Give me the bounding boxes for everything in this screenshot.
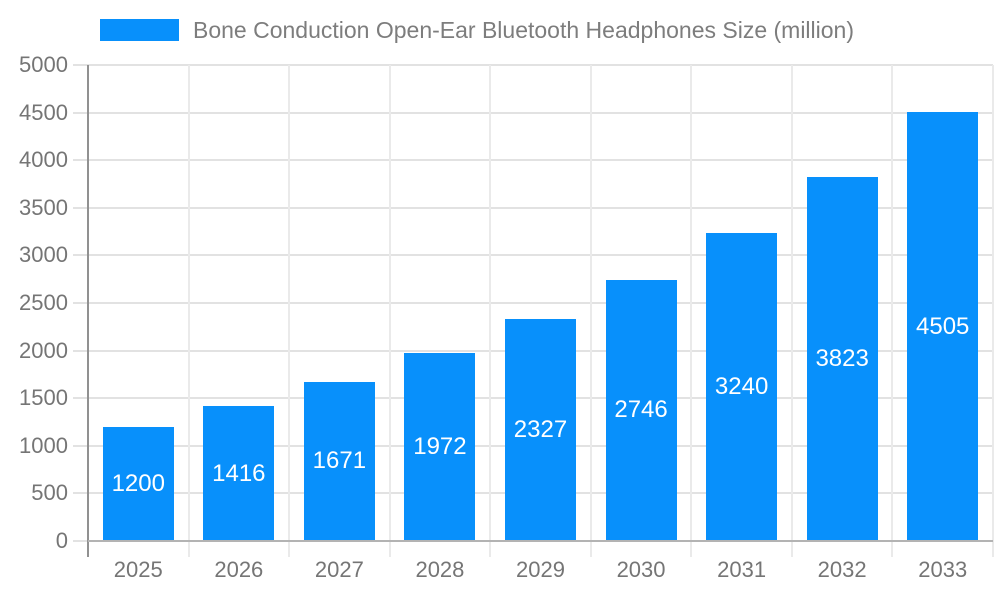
category-boundary-gridline bbox=[489, 65, 492, 557]
bar-2027: 1671 bbox=[303, 381, 375, 541]
bar-value-label: 1671 bbox=[312, 447, 367, 475]
y-gridline bbox=[88, 64, 993, 66]
x-tick-label: 2025 bbox=[113, 557, 163, 582]
category-boundary-gridline bbox=[992, 65, 994, 557]
y-axis-line bbox=[87, 65, 89, 557]
bar-2032: 3823 bbox=[806, 177, 878, 541]
bar-value-label: 2327 bbox=[513, 416, 568, 444]
y-axis-tick bbox=[73, 64, 88, 66]
y-tick-label: 2000 bbox=[19, 337, 68, 363]
y-gridline bbox=[88, 159, 993, 162]
y-axis-tick bbox=[73, 349, 88, 352]
bar-value-label: 1972 bbox=[413, 433, 467, 461]
y-tick-label: 2500 bbox=[19, 290, 68, 315]
x-tick-label: 2027 bbox=[314, 557, 364, 582]
y-axis-tick bbox=[73, 397, 88, 400]
category-boundary-gridline bbox=[388, 65, 391, 557]
y-tick-label: 1500 bbox=[19, 385, 68, 411]
y-gridline bbox=[88, 206, 993, 209]
legend-label: Bone Conduction Open-Ear Bluetooth Headp… bbox=[193, 16, 855, 43]
bar-value-label: 1200 bbox=[111, 469, 165, 497]
bar-2031: 3240 bbox=[706, 232, 778, 541]
y-gridline bbox=[88, 111, 993, 114]
x-axis-line bbox=[88, 540, 993, 542]
y-axis-tick bbox=[73, 254, 88, 257]
y-axis-tick bbox=[73, 540, 88, 542]
legend-swatch-icon bbox=[100, 19, 179, 41]
y-axis-tick bbox=[73, 111, 88, 114]
y-axis-tick bbox=[73, 444, 88, 447]
bar-value-label: 1416 bbox=[212, 459, 266, 487]
category-boundary-gridline bbox=[690, 65, 693, 557]
x-tick-label: 2029 bbox=[516, 557, 565, 582]
bar-2026: 1416 bbox=[203, 406, 275, 541]
y-tick-label: 3000 bbox=[19, 242, 68, 268]
bar-2033: 4505 bbox=[907, 112, 979, 541]
category-boundary-gridline bbox=[891, 65, 894, 557]
y-axis-tick bbox=[73, 159, 88, 162]
x-tick-label: 2031 bbox=[717, 557, 767, 582]
x-tick-label: 2030 bbox=[616, 557, 666, 582]
y-axis-tick bbox=[73, 302, 88, 304]
category-boundary-gridline bbox=[790, 65, 793, 557]
legend-item[interactable]: Bone Conduction Open-Ear Bluetooth Headp… bbox=[100, 16, 854, 44]
y-tick-label: 5000 bbox=[19, 52, 68, 77]
y-tick-label: 1000 bbox=[19, 432, 68, 458]
category-boundary-gridline bbox=[187, 65, 190, 557]
bar-2028: 1972 bbox=[404, 353, 476, 541]
bar-value-label: 4505 bbox=[916, 312, 970, 340]
x-tick-label: 2028 bbox=[415, 557, 465, 582]
bar-2025: 1200 bbox=[102, 426, 174, 541]
category-boundary-gridline bbox=[589, 65, 592, 557]
y-axis-tick bbox=[73, 492, 88, 495]
bar-value-label: 3823 bbox=[815, 345, 869, 373]
x-tick-label: 2032 bbox=[817, 557, 867, 582]
bar-value-label: 3240 bbox=[714, 372, 769, 400]
y-gridline bbox=[88, 302, 993, 304]
y-tick-label: 4500 bbox=[19, 99, 68, 125]
y-tick-label: 4000 bbox=[19, 147, 68, 173]
y-tick-label: 0 bbox=[55, 528, 68, 553]
y-gridline bbox=[88, 254, 993, 257]
bar-2030: 2746 bbox=[605, 279, 677, 541]
category-boundary-gridline bbox=[288, 65, 291, 557]
x-tick-label: 2033 bbox=[918, 557, 968, 582]
y-tick-label: 3500 bbox=[19, 194, 68, 220]
x-tick-label: 2026 bbox=[214, 557, 264, 582]
y-axis-tick bbox=[73, 206, 88, 209]
bar-2029: 2327 bbox=[505, 319, 576, 541]
bar-value-label: 2746 bbox=[614, 396, 668, 424]
y-tick-label: 500 bbox=[31, 480, 68, 506]
